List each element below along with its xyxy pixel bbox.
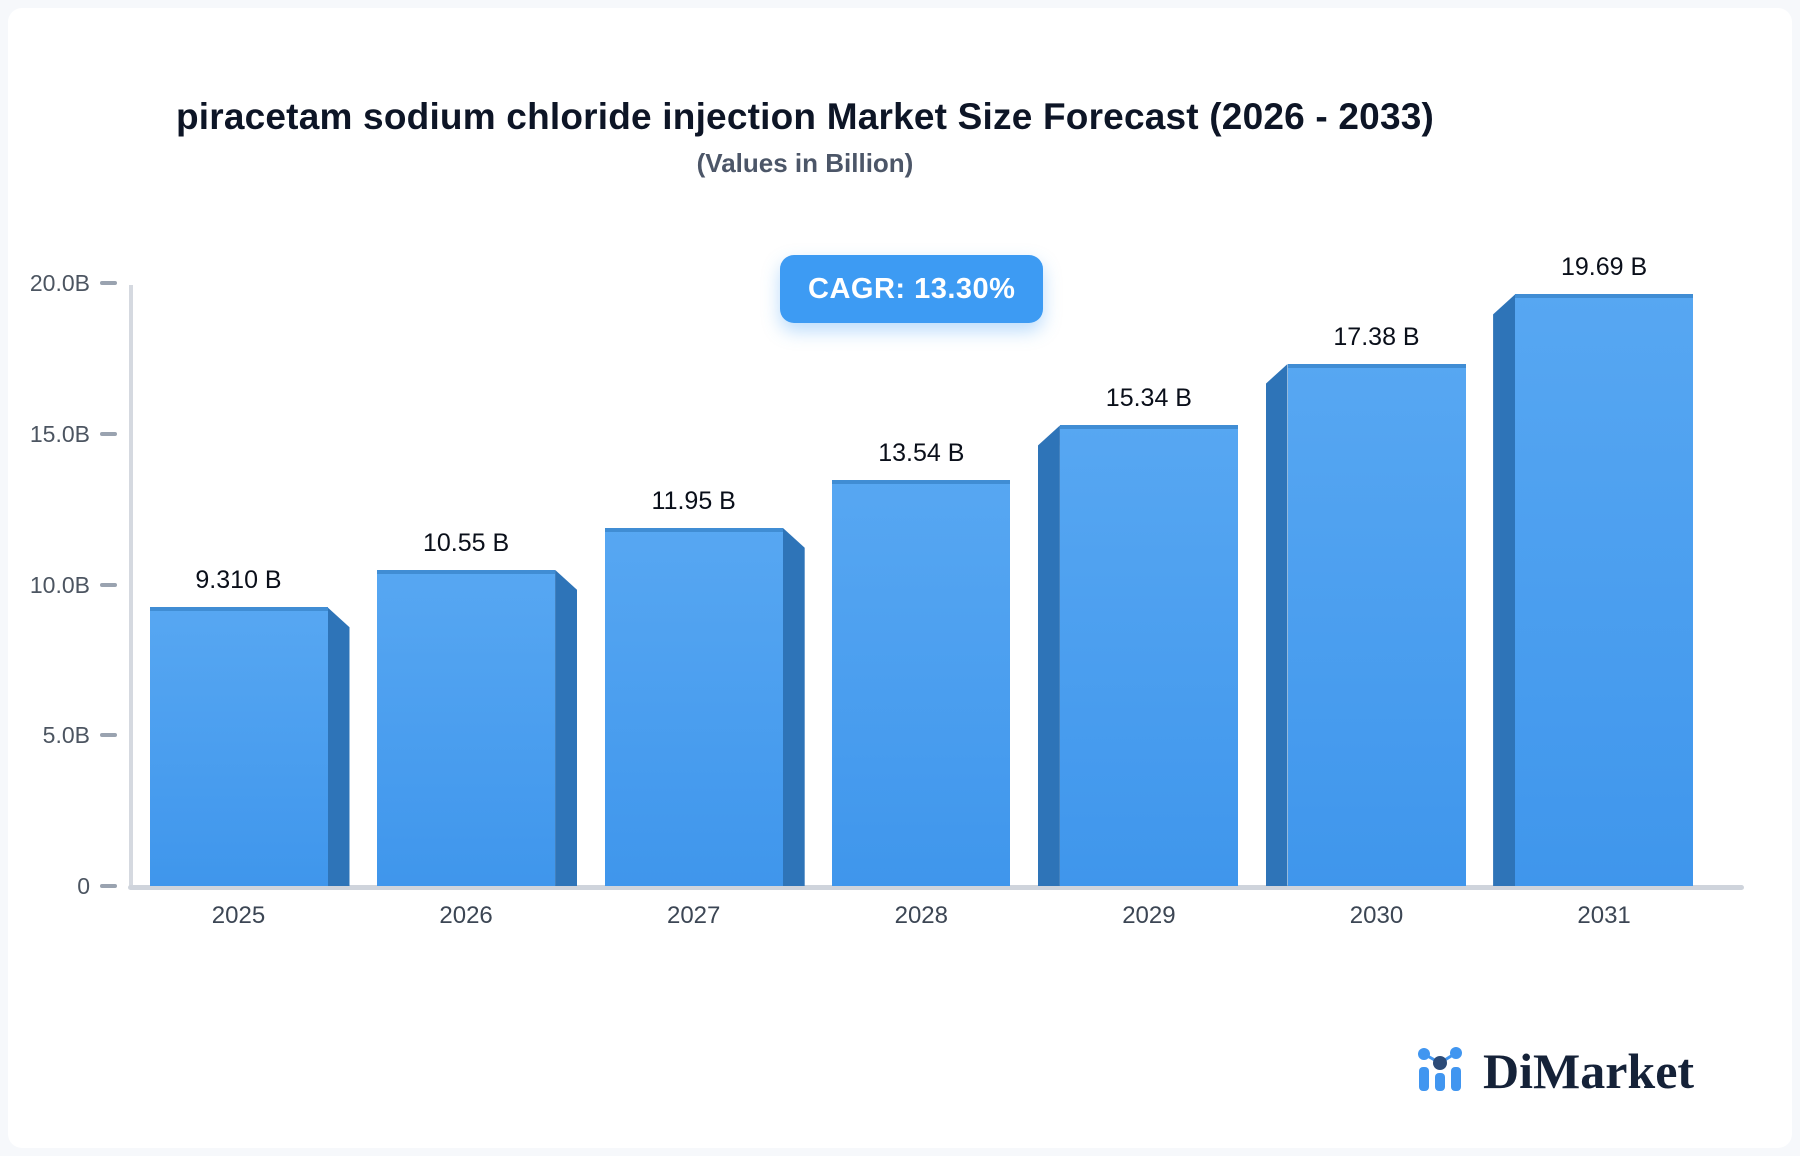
cagr-badge-label: CAGR: 13.30% [808, 272, 1016, 305]
brand-bar-line-chart-icon [1415, 1035, 1469, 1096]
x-tick-label-2028: 2028 [894, 902, 948, 929]
bar-value-label: 15.34 B [1105, 384, 1192, 413]
y-tick-mark [100, 281, 117, 285]
x-tick-label-2026: 2026 [439, 902, 493, 929]
bar-value-label: 11.95 B [651, 486, 736, 515]
y-tick-mark [100, 431, 117, 436]
x-tick-label-2031: 2031 [1577, 902, 1631, 929]
bar-value-label: 17.38 B [1333, 322, 1420, 351]
bar-side-2029 [1037, 425, 1060, 886]
bar-value-label: 9.310 B [195, 566, 282, 595]
bar-value-label: 13.54 B [878, 438, 965, 467]
x-tick-label-2027: 2027 [666, 902, 721, 929]
y-tick-mark [100, 582, 117, 587]
x-tick-label-2029: 2029 [1122, 902, 1176, 929]
bar-2028 [832, 479, 1011, 886]
y-tick-label: 15.0B [29, 420, 90, 447]
bar-2026 [377, 569, 556, 886]
chart-subtitle: (Values in Billion) [696, 148, 914, 178]
y-axis-line [129, 285, 133, 888]
bar-2025 [149, 607, 328, 886]
bar-side-2026 [555, 569, 578, 886]
y-tick-label: 20.0B [29, 270, 90, 296]
x-axis-line [128, 885, 1744, 890]
brand-name: DiMarket [1483, 1043, 1695, 1099]
brand-logo: DiMarket [1415, 1035, 1694, 1096]
cagr-badge: CAGR: 13.30% [780, 255, 1044, 323]
bar-2027 [604, 527, 783, 886]
y-tick-label: 0 [77, 873, 90, 899]
x-tick-label-2030: 2030 [1349, 902, 1404, 929]
y-tick-mark [100, 733, 117, 738]
bar-value-label: 19.69 B [1561, 253, 1648, 282]
bar-2029 [1059, 425, 1238, 886]
bar-2030 [1287, 363, 1466, 886]
bar-value-label: 10.55 B [423, 528, 510, 557]
bar-side-2025 [327, 607, 350, 886]
x-tick-label-2025: 2025 [211, 902, 266, 929]
y-tick-mark [100, 884, 117, 888]
chart-title: piracetam sodium chloride injection Mark… [175, 96, 1435, 137]
bar-2031 [1515, 294, 1694, 886]
y-tick-label: 5.0B [42, 722, 90, 749]
bar-side-2031 [1493, 294, 1516, 886]
bar-side-2030 [1265, 363, 1288, 886]
y-tick-label: 10.0B [29, 571, 90, 598]
bar-side-2027 [782, 527, 805, 886]
